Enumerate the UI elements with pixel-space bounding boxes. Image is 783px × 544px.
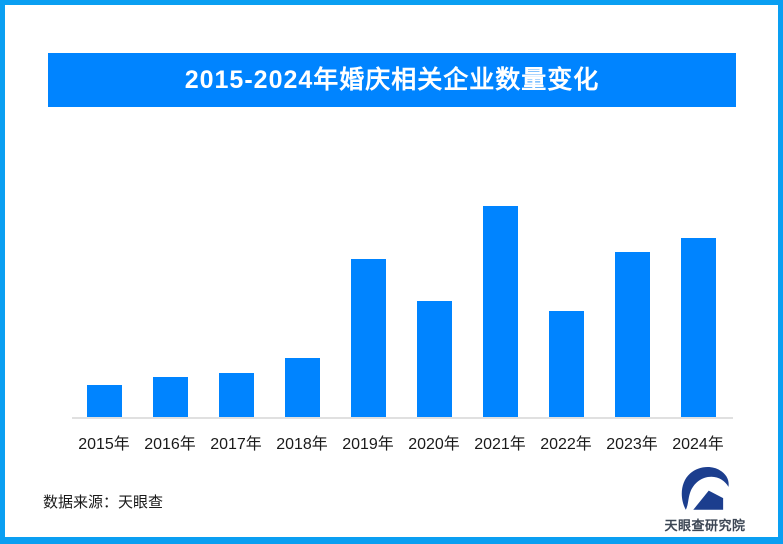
x-tick-label-2016: 2016年 [144, 436, 196, 453]
x-tick-label-2018: 2018年 [276, 436, 328, 453]
data-source-note: 数据来源：天眼查 [43, 494, 164, 511]
bar-2024 [680, 238, 716, 417]
bar-2019 [350, 259, 386, 417]
x-tick-label-2017: 2017年 [210, 436, 262, 453]
brand-name: 天眼查研究院 [664, 518, 746, 533]
bar-chart-plot-area [72, 5, 733, 417]
x-tick-label-2019: 2019年 [342, 436, 394, 453]
logo-swoosh-shape [681, 467, 729, 510]
x-tick-label-2023: 2023年 [606, 436, 658, 453]
bar-2017 [218, 373, 254, 417]
bar-2021 [482, 206, 518, 417]
bar-2020 [416, 301, 452, 417]
logo-house-shape [693, 490, 724, 510]
chart-title: 2015-2024年婚庆相关企业数量变化 [48, 53, 736, 107]
bar-2022 [548, 311, 584, 417]
bar-2016 [152, 377, 188, 417]
x-tick-label-2020: 2020年 [408, 436, 460, 453]
x-tick-label-2021: 2021年 [474, 436, 526, 453]
x-tick-label-2024: 2024年 [672, 436, 724, 453]
bar-2018 [284, 358, 320, 417]
x-tick-label-2015: 2015年 [78, 436, 130, 453]
bar-2015 [86, 385, 122, 417]
x-tick-label-2022: 2022年 [540, 436, 592, 453]
brand-logo: 天眼查研究院 [642, 465, 768, 534]
x-axis-line [72, 417, 733, 419]
x-axis-labels: 2015年 2016年 2017年 2018年 2019年 2020年 2021年 2022年… [72, 430, 733, 453]
tianyancha-logo-icon [642, 465, 768, 513]
bar-2023 [614, 252, 650, 417]
